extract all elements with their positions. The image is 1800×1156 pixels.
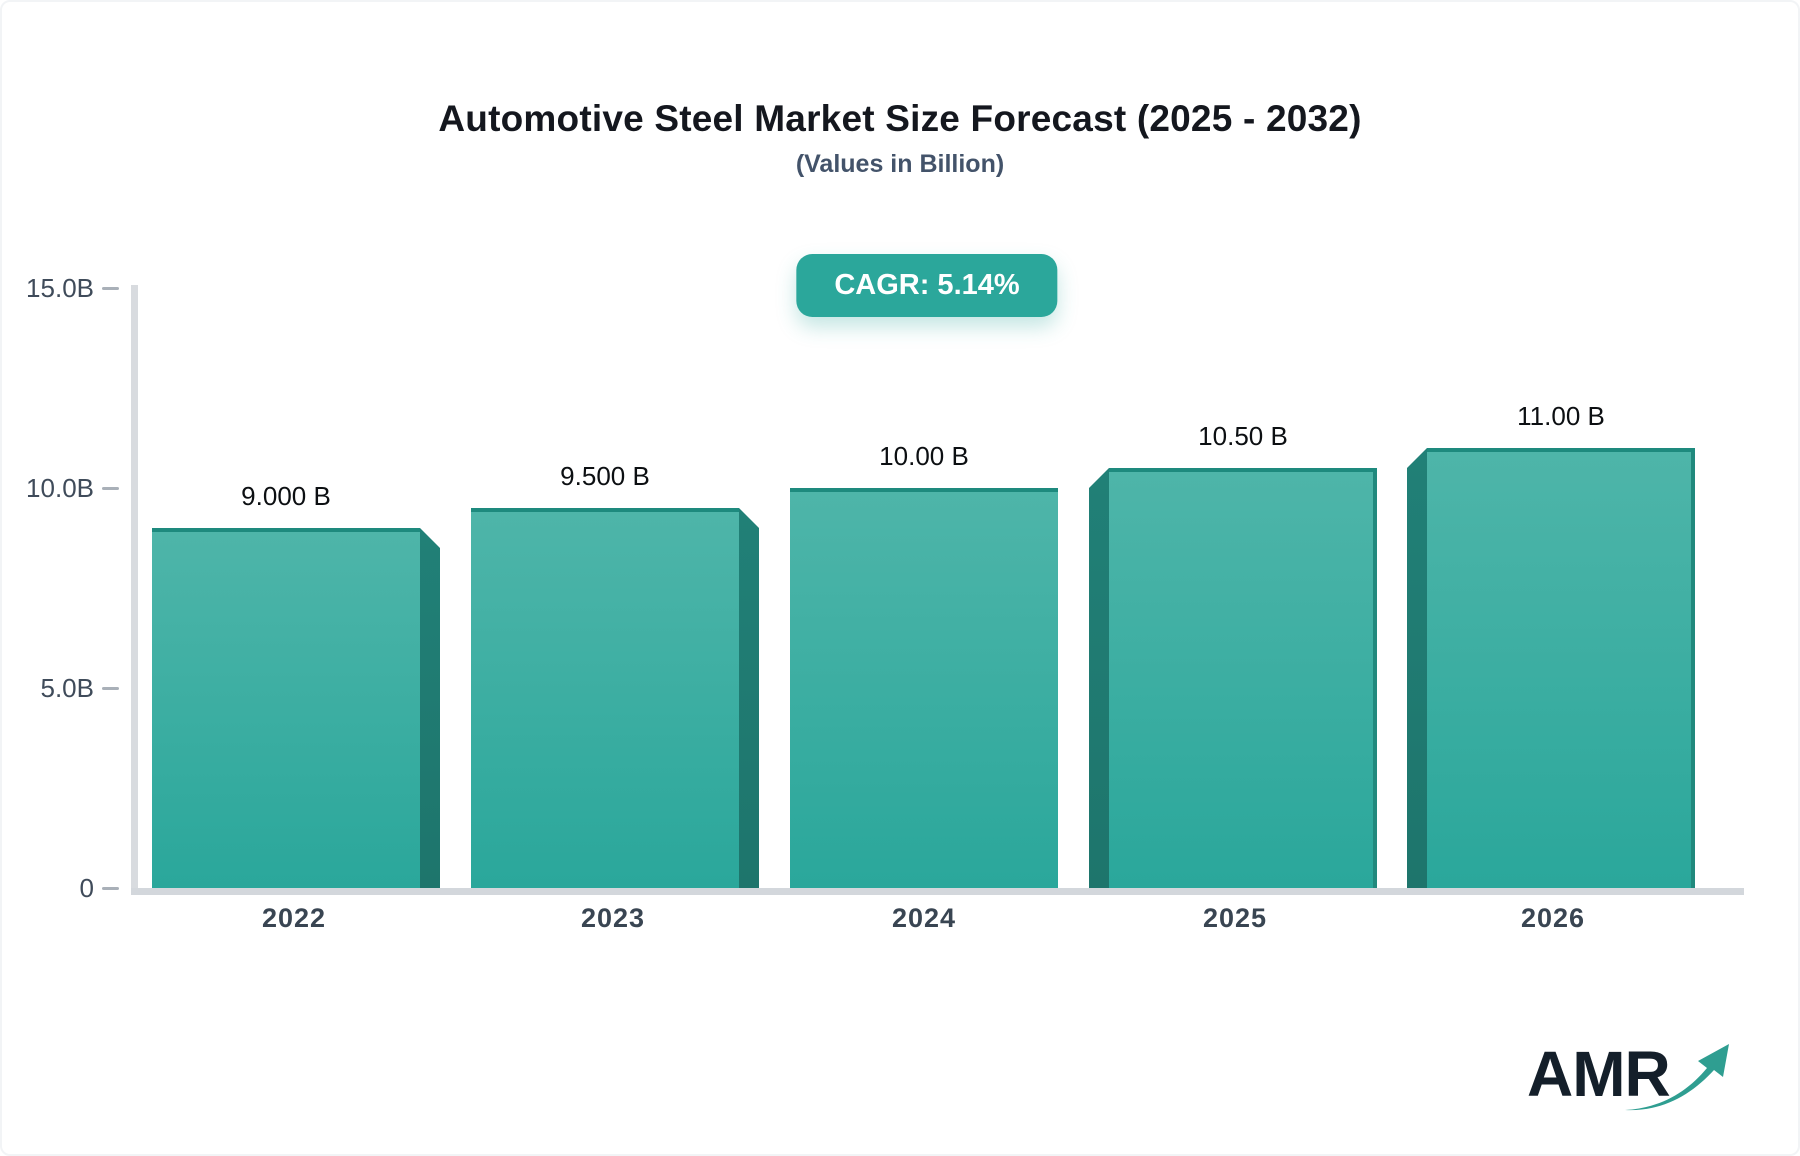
bar-side xyxy=(739,508,759,888)
y-axis-line xyxy=(131,285,138,895)
bar xyxy=(1427,448,1695,888)
chart-title: Automotive Steel Market Size Forecast (2… xyxy=(438,98,1362,139)
y-tick-label: 0 xyxy=(79,873,94,903)
growth-arrow-icon xyxy=(1625,1044,1729,1111)
bar-side xyxy=(1407,448,1427,888)
amr-logo-text: AMR xyxy=(1527,1038,1671,1110)
x-axis-line xyxy=(131,888,1744,895)
x-tick-label: 2024 xyxy=(891,903,957,933)
growth-arrow-path xyxy=(1625,1044,1729,1111)
x-tick-label: 2026 xyxy=(1520,903,1586,933)
y-tick-label: 15.0B xyxy=(26,273,94,303)
y-tick-dash xyxy=(102,487,119,490)
bar-side xyxy=(420,528,440,888)
bar xyxy=(152,528,420,888)
y-tick-dash xyxy=(102,887,119,890)
bar-side xyxy=(1089,468,1109,888)
y-tick-label: 5.0B xyxy=(40,673,95,703)
bar-value-label: 10.50 B xyxy=(1198,421,1288,451)
bar xyxy=(1109,468,1377,888)
bar xyxy=(471,508,739,888)
chart-subtitle: (Values in Billion) xyxy=(795,150,1005,178)
y-tick-dash xyxy=(102,287,119,290)
bar-value-label: 9.000 B xyxy=(241,481,331,511)
x-tick-label: 2025 xyxy=(1202,903,1268,933)
bar xyxy=(790,488,1058,888)
y-tick-label: 10.0B xyxy=(26,473,94,503)
x-tick-label: 2022 xyxy=(261,903,327,933)
amr-logo: AMR xyxy=(1527,1030,1737,1118)
cagr-badge: CAGR: 5.14% xyxy=(796,254,1058,317)
x-tick-label: 2023 xyxy=(580,903,646,933)
bar-value-label: 10.00 B xyxy=(879,441,969,471)
bar-value-label: 9.500 B xyxy=(560,461,650,491)
bar-value-label: 11.00 B xyxy=(1517,401,1605,431)
y-tick-dash xyxy=(102,687,119,690)
